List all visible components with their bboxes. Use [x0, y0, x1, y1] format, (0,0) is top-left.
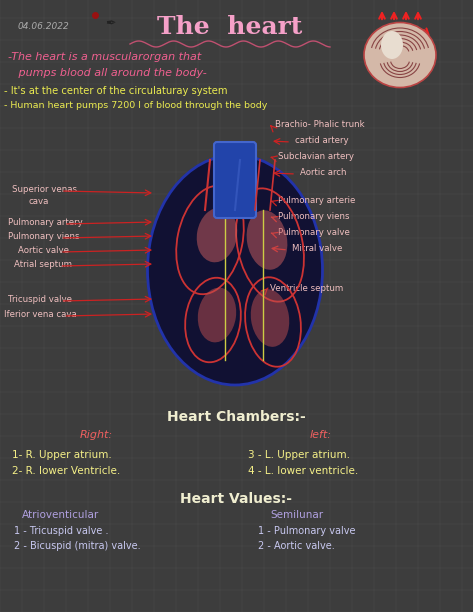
Text: 3 - L. Upper atrium.: 3 - L. Upper atrium. [248, 450, 350, 460]
Text: cava: cava [28, 197, 48, 206]
Text: Pulmonary viens: Pulmonary viens [278, 212, 350, 221]
Text: Heart Chambers:-: Heart Chambers:- [166, 410, 306, 424]
Ellipse shape [251, 289, 289, 347]
Text: Pulmonary arterie: Pulmonary arterie [278, 196, 355, 205]
Text: 2- R. lower Ventricle.: 2- R. lower Ventricle. [12, 466, 120, 476]
Text: Tricuspid valve: Tricuspid valve [8, 295, 72, 304]
Ellipse shape [148, 155, 323, 385]
Text: left:: left: [310, 430, 332, 440]
Text: ✒: ✒ [105, 18, 115, 31]
Text: Right:: Right: [80, 430, 113, 440]
Text: Pulmonary valve: Pulmonary valve [278, 228, 350, 237]
Ellipse shape [197, 207, 237, 263]
Text: 1 - Tricuspid valve .: 1 - Tricuspid valve . [14, 526, 108, 536]
Text: Ventricle septum: Ventricle septum [270, 284, 343, 293]
Text: 2 - Bicuspid (mitra) valve.: 2 - Bicuspid (mitra) valve. [14, 541, 140, 551]
Text: Mitral valve: Mitral valve [292, 244, 342, 253]
Text: pumps blood all around the body-: pumps blood all around the body- [8, 68, 207, 78]
Text: Pulmonary artery: Pulmonary artery [8, 218, 83, 227]
Text: - Human heart pumps 7200 l of blood through the body: - Human heart pumps 7200 l of blood thro… [4, 101, 267, 110]
Text: Superior venas: Superior venas [12, 185, 77, 194]
Text: Atrioventicular: Atrioventicular [22, 510, 99, 520]
Text: 1 - Pulmonary valve: 1 - Pulmonary valve [258, 526, 356, 536]
Text: -The heart is a muscularorgan that: -The heart is a muscularorgan that [8, 52, 201, 62]
FancyBboxPatch shape [214, 142, 256, 218]
Text: Atrial septum: Atrial septum [14, 260, 72, 269]
Ellipse shape [246, 211, 288, 270]
Text: cartid artery: cartid artery [295, 136, 349, 145]
Text: Subclavian artery: Subclavian artery [278, 152, 354, 161]
Text: Heart Values:-: Heart Values:- [180, 492, 292, 506]
Text: 2 - Aortic valve.: 2 - Aortic valve. [258, 541, 335, 551]
Text: Aortic arch: Aortic arch [300, 168, 347, 177]
Ellipse shape [198, 288, 236, 342]
Text: The  heart: The heart [158, 15, 303, 39]
Text: Aortic valve: Aortic valve [18, 246, 69, 255]
Ellipse shape [364, 23, 436, 88]
Text: Semilunar: Semilunar [270, 510, 323, 520]
Text: - It's at the center of the circulaturay system: - It's at the center of the circulaturay… [4, 86, 228, 96]
Text: Iferior vena cava: Iferior vena cava [4, 310, 77, 319]
Ellipse shape [381, 31, 403, 59]
Text: 1- R. Upper atrium.: 1- R. Upper atrium. [12, 450, 112, 460]
Text: 04.06.2022: 04.06.2022 [18, 22, 70, 31]
Text: 4 - L. lower ventricle.: 4 - L. lower ventricle. [248, 466, 358, 476]
Text: Brachio- Phalic trunk: Brachio- Phalic trunk [275, 120, 365, 129]
Text: Pulmonary viens: Pulmonary viens [8, 232, 79, 241]
